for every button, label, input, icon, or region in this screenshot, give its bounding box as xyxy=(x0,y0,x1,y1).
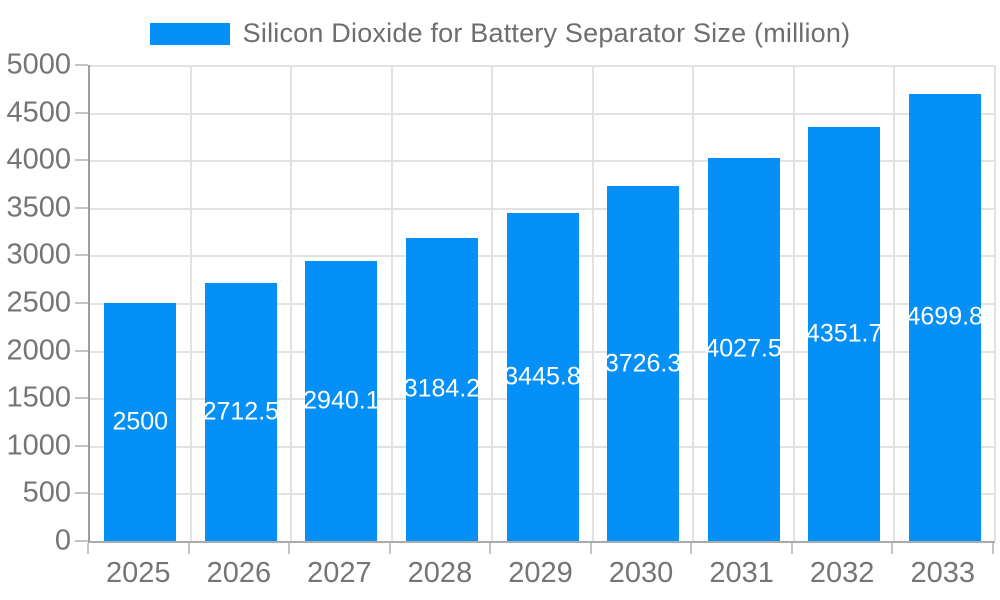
v-gridline xyxy=(692,65,695,541)
v-gridline xyxy=(290,65,293,541)
legend-label: Silicon Dioxide for Battery Separator Si… xyxy=(242,18,851,48)
y-axis-tick-label: 2000 xyxy=(6,334,71,367)
x-axis-tick xyxy=(589,543,592,554)
x-axis-tick-label: 2027 xyxy=(307,557,372,589)
v-gridline xyxy=(390,65,393,541)
y-axis-tick xyxy=(75,397,88,400)
y-axis-tick xyxy=(75,349,88,352)
bar-value-label: 4699.8 xyxy=(906,302,983,331)
x-axis-tick-label: 2026 xyxy=(206,557,272,589)
bar-2025[interactable]: 2500 xyxy=(104,303,177,541)
bar-2026[interactable]: 2712.5 xyxy=(202,282,280,541)
y-axis-tick-label: 4000 xyxy=(6,143,71,176)
bar-value-label: 4027.5 xyxy=(705,334,782,363)
v-gridline xyxy=(491,65,494,541)
legend-swatch-icon xyxy=(149,22,230,45)
bar-value-label: 3445.8 xyxy=(504,362,581,391)
y-axis-tick xyxy=(75,206,88,209)
v-gridline xyxy=(994,65,996,541)
x-axis-tick-label: 2031 xyxy=(709,557,774,589)
y-axis-tick-label: 500 xyxy=(22,476,71,509)
y-axis-tick-label: 1000 xyxy=(6,429,71,462)
y-axis-tick xyxy=(75,64,88,66)
bar-value-label: 2712.5 xyxy=(202,397,280,426)
x-axis-tick-label: 2025 xyxy=(106,557,171,589)
bar-value-label: 3726.3 xyxy=(604,349,682,378)
x-axis-tick xyxy=(690,543,693,554)
x-axis-tick-label: 2029 xyxy=(508,557,573,589)
x-axis-tick xyxy=(891,543,894,554)
bar-2033[interactable]: 4699.8 xyxy=(906,93,983,541)
plot-area: 2500 2712.5 2940.1 3184.2 3445.8 3726.3 4027.5… xyxy=(88,65,996,543)
bar-value-label: 2500 xyxy=(112,407,169,436)
h-gridline xyxy=(90,65,995,67)
y-axis-tick-label: 5000 xyxy=(6,48,71,81)
y-axis-tick-label: 2500 xyxy=(6,286,71,319)
x-axis-tick xyxy=(790,543,793,554)
y-axis-tick xyxy=(75,540,88,542)
bar-2029[interactable]: 3445.8 xyxy=(504,212,581,541)
y-axis-tick-label: 1500 xyxy=(6,381,71,414)
y-axis-tick xyxy=(75,111,88,114)
y-axis-tick xyxy=(75,444,88,447)
x-axis-tick-label: 2030 xyxy=(608,557,674,589)
v-gridline xyxy=(792,65,795,541)
v-gridline xyxy=(591,65,594,541)
x-axis-tick xyxy=(87,543,89,554)
v-gridline xyxy=(189,65,192,541)
bar-value-label: 2940.1 xyxy=(303,386,380,415)
y-axis-tick-label: 3000 xyxy=(6,238,71,271)
bar-2031[interactable]: 4027.5 xyxy=(705,157,782,541)
x-axis-tick xyxy=(489,543,492,554)
y-axis-tick xyxy=(75,254,88,257)
x-axis-tick xyxy=(187,543,190,554)
x-axis-tick xyxy=(388,543,391,554)
h-gridline xyxy=(90,112,995,115)
x-axis-tick-label: 2032 xyxy=(809,557,875,589)
bar-2030[interactable]: 3726.3 xyxy=(604,186,682,541)
bar-2027[interactable]: 2940.1 xyxy=(303,261,380,541)
y-axis-tick-label: 3500 xyxy=(6,191,71,224)
chart-legend-item[interactable]: Silicon Dioxide for Battery Separator Si… xyxy=(0,18,1000,49)
y-axis-tick-label: 0 xyxy=(54,524,71,557)
bar-2032[interactable]: 4351.7 xyxy=(805,126,883,541)
bar-value-label: 4351.7 xyxy=(805,319,883,348)
y-axis-tick-label: 4500 xyxy=(6,96,71,129)
y-axis-tick xyxy=(75,302,88,304)
bar-value-label: 3184.2 xyxy=(403,374,481,403)
bar-2028[interactable]: 3184.2 xyxy=(403,237,481,541)
x-axis-tick xyxy=(288,543,291,554)
x-axis-tick xyxy=(992,543,994,554)
x-axis-tick-label: 2033 xyxy=(910,557,975,589)
x-axis-tick-label: 2028 xyxy=(407,557,473,589)
y-axis-tick xyxy=(75,492,88,495)
y-axis-tick xyxy=(75,159,88,162)
v-gridline xyxy=(893,65,896,541)
